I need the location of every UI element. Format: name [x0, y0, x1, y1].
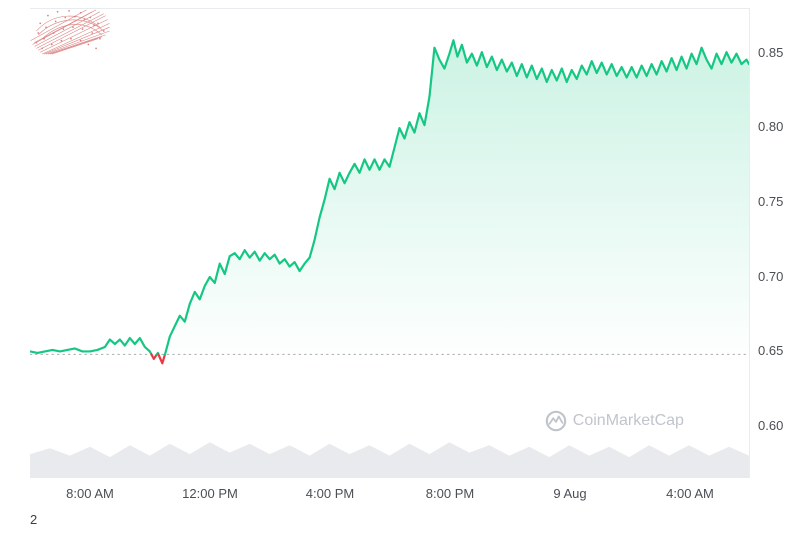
- y-tick-label: 0.65: [758, 343, 800, 358]
- page-number: 2: [30, 512, 37, 527]
- price-chart[interactable]: [30, 8, 750, 478]
- volume-area: [30, 442, 749, 478]
- price-area: [30, 40, 749, 363]
- chart-svg: [30, 9, 749, 478]
- x-tick-label: 4:00 AM: [666, 486, 714, 501]
- x-tick-label: 12:00 PM: [182, 486, 238, 501]
- x-tick-label: 8:00 AM: [66, 486, 114, 501]
- y-tick-label: 0.80: [758, 119, 800, 134]
- x-tick-label: 4:00 PM: [306, 486, 354, 501]
- y-tick-label: 0.75: [758, 194, 800, 209]
- x-tick-label: 9 Aug: [553, 486, 586, 501]
- y-tick-label: 0.85: [758, 45, 800, 60]
- y-tick-label: 0.70: [758, 269, 800, 284]
- x-tick-label: 8:00 PM: [426, 486, 474, 501]
- y-tick-label: 0.60: [758, 418, 800, 433]
